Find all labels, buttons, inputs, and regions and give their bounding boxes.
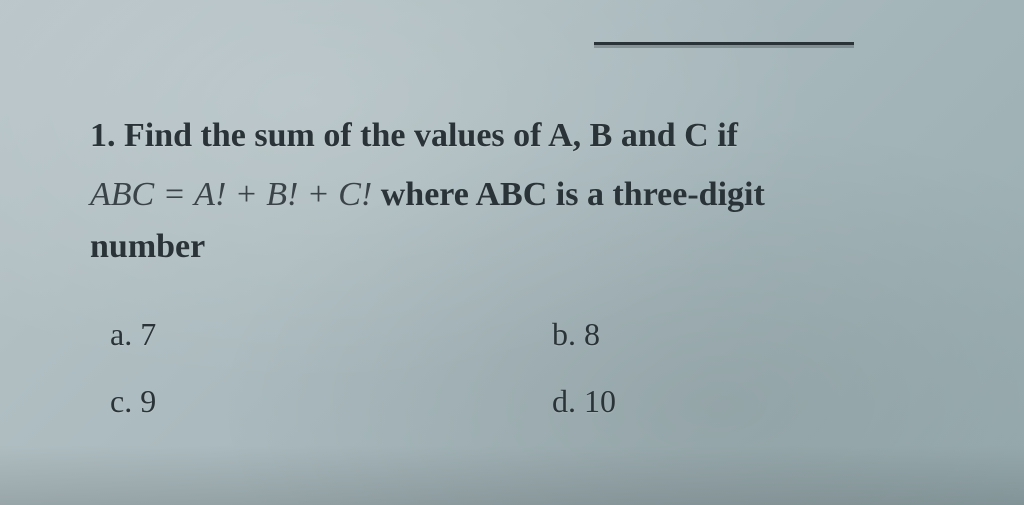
- question-line-1: 1. Find the sum of the values of A, B an…: [90, 110, 954, 161]
- option-c-value: 9: [140, 383, 156, 419]
- option-c[interactable]: c. 9: [110, 383, 512, 420]
- question-text-prefix: Find the sum of the values of A, B and C…: [124, 117, 738, 154]
- question-text-suffix: where ABC is a three-digit: [381, 176, 765, 213]
- option-b-value: 8: [584, 316, 600, 352]
- equation-rhs: A! + B! + C!: [194, 176, 372, 213]
- question-line-3: number: [90, 228, 954, 266]
- option-d-value: 10: [584, 383, 616, 419]
- option-a-value: 7: [140, 316, 156, 352]
- option-a[interactable]: a. 7: [110, 316, 512, 353]
- option-b[interactable]: b. 8: [552, 316, 954, 353]
- question-line-2: ABC = A! + B! + C! where ABC is a three-…: [90, 169, 954, 220]
- option-a-label: a.: [110, 316, 132, 352]
- bottom-shadow: [0, 445, 1024, 505]
- question-number: 1.: [90, 117, 116, 154]
- option-d-label: d.: [552, 383, 576, 419]
- question-content: 1. Find the sum of the values of A, B an…: [0, 0, 1024, 460]
- option-c-label: c.: [110, 383, 132, 419]
- option-d[interactable]: d. 10: [552, 383, 954, 420]
- equation-lhs: ABC: [90, 176, 154, 213]
- equation-eq: =: [163, 176, 186, 213]
- options-grid: a. 7 b. 8 c. 9 d. 10: [90, 296, 954, 420]
- option-b-label: b.: [552, 316, 576, 352]
